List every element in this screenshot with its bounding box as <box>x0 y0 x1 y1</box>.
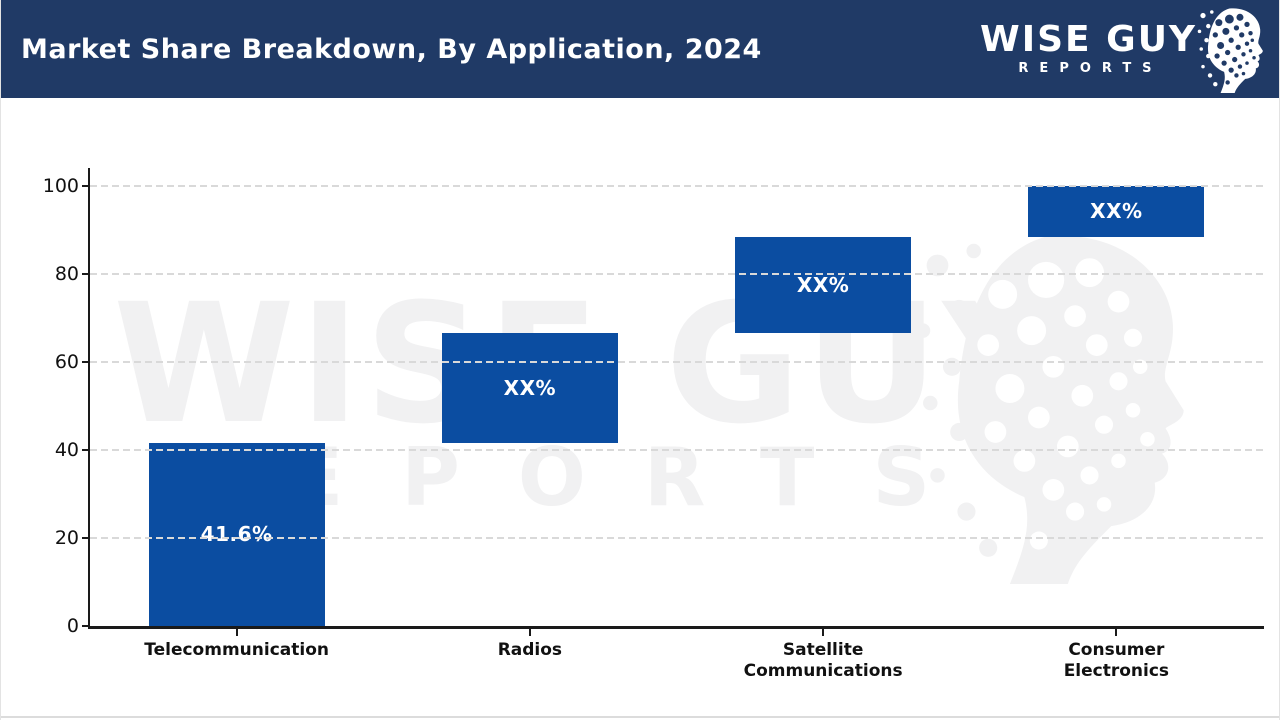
logo-wordmark: WISE GUY <box>979 19 1197 60</box>
bar: XX% <box>735 236 912 334</box>
bar-value-label: XX% <box>796 272 850 297</box>
y-tick-mark <box>82 361 90 363</box>
bar-value-label: XX% <box>1090 199 1143 224</box>
bar: XX% <box>1028 186 1205 237</box>
logo-text: WISE GUY REPORTS <box>980 21 1197 77</box>
bar-value-label: 41.6% <box>200 522 273 547</box>
gridline <box>90 361 1263 363</box>
x-tick-label-line: Electronics <box>1063 661 1170 681</box>
x-tick-label: Telecommunication <box>117 640 357 661</box>
x-tick-label-line: Radios <box>497 640 563 660</box>
y-tick-label: 40 <box>54 439 79 461</box>
y-tick-label: 80 <box>54 263 79 285</box>
x-tick-label-line: Satellite <box>782 640 864 660</box>
x-tick-label: Satellite Communications <box>703 640 943 682</box>
bar: 41.6% <box>148 442 325 626</box>
footer-divider <box>1 716 1279 718</box>
watermark-dotted-head-icon <box>915 235 1184 584</box>
page-title: Market Share Breakdown, By Application, … <box>21 33 762 65</box>
y-tick-label: 0 <box>66 615 79 637</box>
x-tick-mark <box>528 629 531 636</box>
x-tick-label-line: Communications <box>743 661 903 681</box>
x-tick-label-line: Telecommunication <box>144 640 329 660</box>
gridline <box>90 449 1263 451</box>
x-tick-mark <box>235 629 238 636</box>
dotted-head-icon <box>1197 8 1263 93</box>
y-tick-mark <box>82 625 90 627</box>
y-tick-mark <box>82 185 90 187</box>
bar: XX% <box>441 333 618 443</box>
x-axis-spine <box>88 626 1264 629</box>
x-tick-label: Radios <box>410 640 650 661</box>
x-tick-mark <box>822 629 825 636</box>
bar-value-label: XX% <box>503 376 557 401</box>
y-tick-label: 20 <box>54 527 79 549</box>
y-tick-label: 100 <box>42 175 79 197</box>
x-tick-mark <box>1115 629 1118 636</box>
y-tick-mark <box>82 449 90 451</box>
logo-subtitle: REPORTS <box>1018 61 1163 76</box>
y-tick-mark <box>82 273 90 275</box>
y-tick-label: 60 <box>54 351 79 373</box>
x-tick-label: Consumer Electronics <box>996 640 1236 682</box>
header-band: Market Share Breakdown, By Application, … <box>1 0 1279 98</box>
y-axis-spine <box>88 168 90 628</box>
y-tick-mark <box>82 537 90 539</box>
gridline <box>90 185 1263 187</box>
gridline <box>90 273 1263 275</box>
gridline <box>90 537 1263 539</box>
wise-guy-reports-logo: WISE GUY REPORTS <box>980 5 1279 93</box>
x-tick-label-line: Consumer <box>1068 640 1165 660</box>
